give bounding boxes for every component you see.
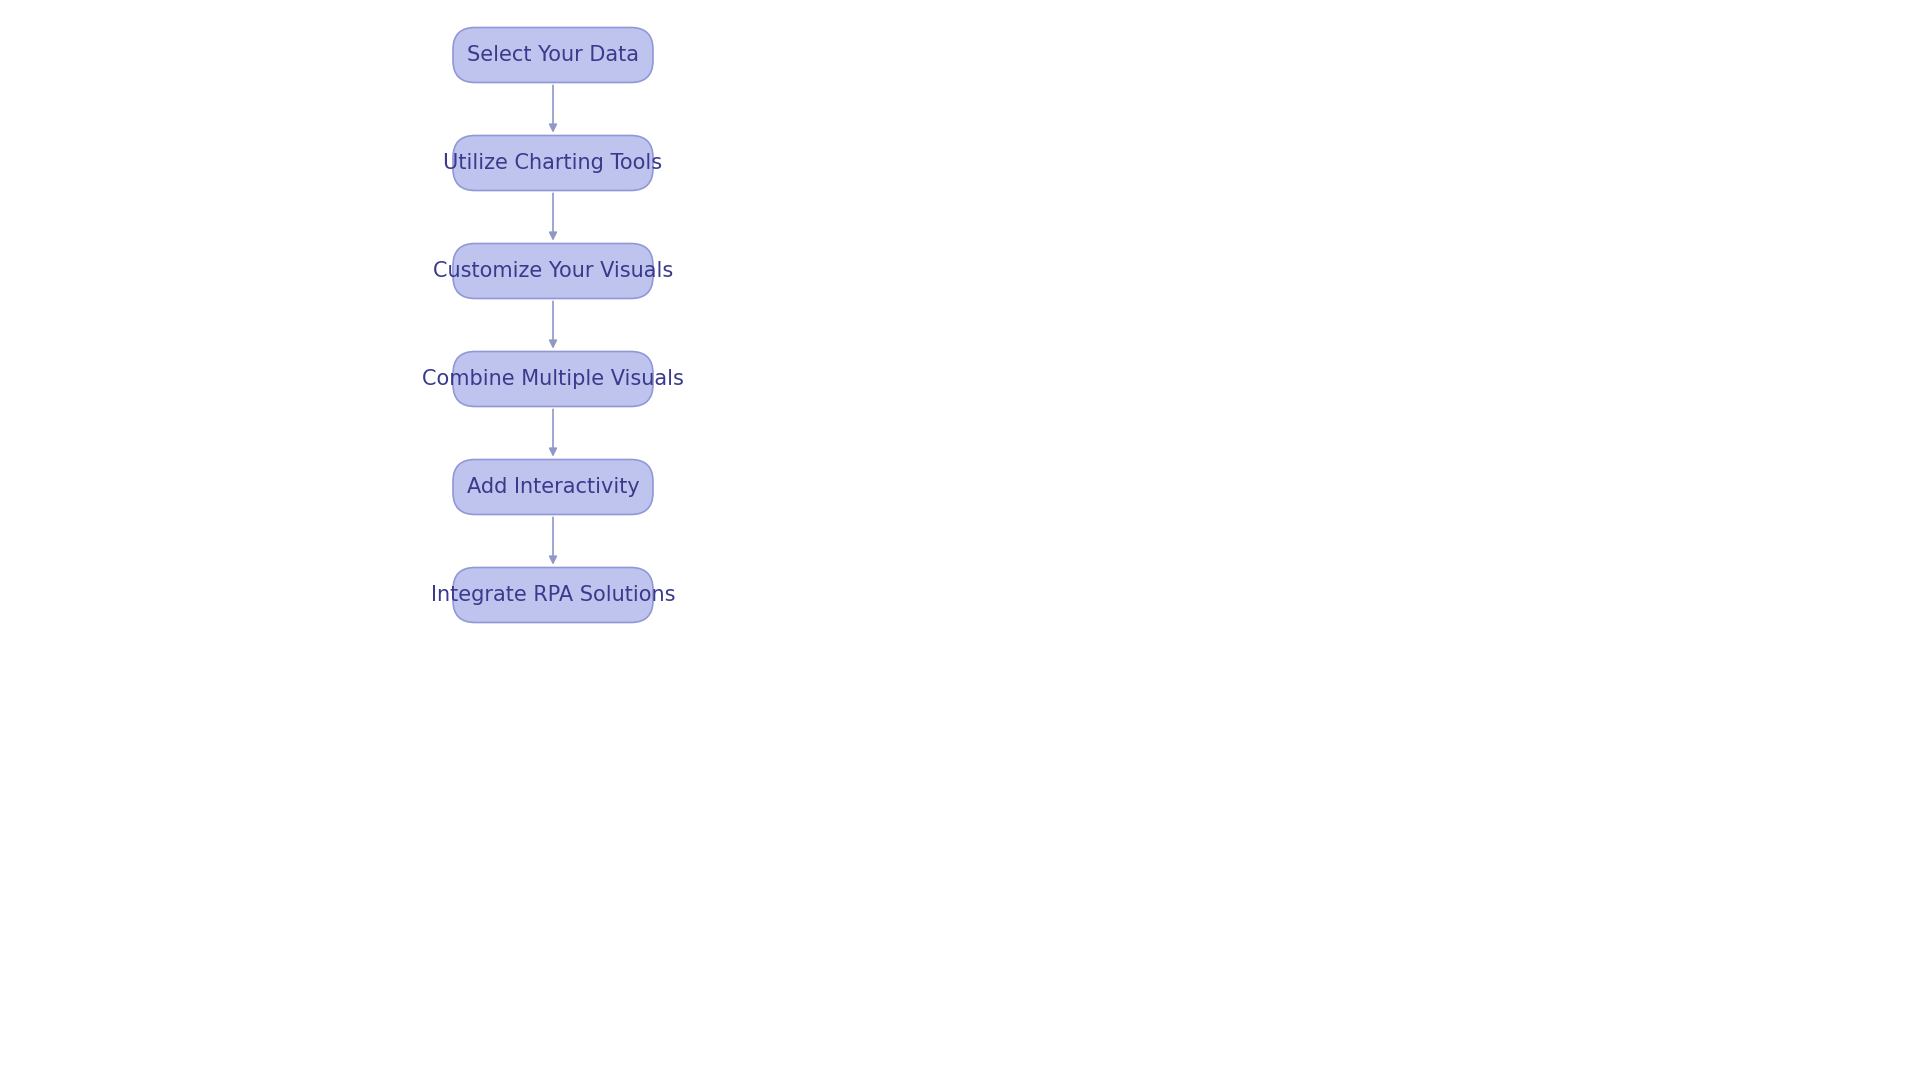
FancyBboxPatch shape: [453, 459, 653, 514]
Text: Utilize Charting Tools: Utilize Charting Tools: [444, 153, 662, 173]
Text: Customize Your Visuals: Customize Your Visuals: [432, 261, 674, 280]
Text: Integrate RPA Solutions: Integrate RPA Solutions: [430, 585, 676, 605]
FancyBboxPatch shape: [453, 27, 653, 82]
Text: Select Your Data: Select Your Data: [467, 45, 639, 65]
Text: Add Interactivity: Add Interactivity: [467, 477, 639, 497]
FancyBboxPatch shape: [453, 135, 653, 191]
FancyBboxPatch shape: [453, 567, 653, 623]
FancyBboxPatch shape: [453, 244, 653, 299]
Text: Combine Multiple Visuals: Combine Multiple Visuals: [422, 369, 684, 389]
FancyBboxPatch shape: [453, 352, 653, 406]
